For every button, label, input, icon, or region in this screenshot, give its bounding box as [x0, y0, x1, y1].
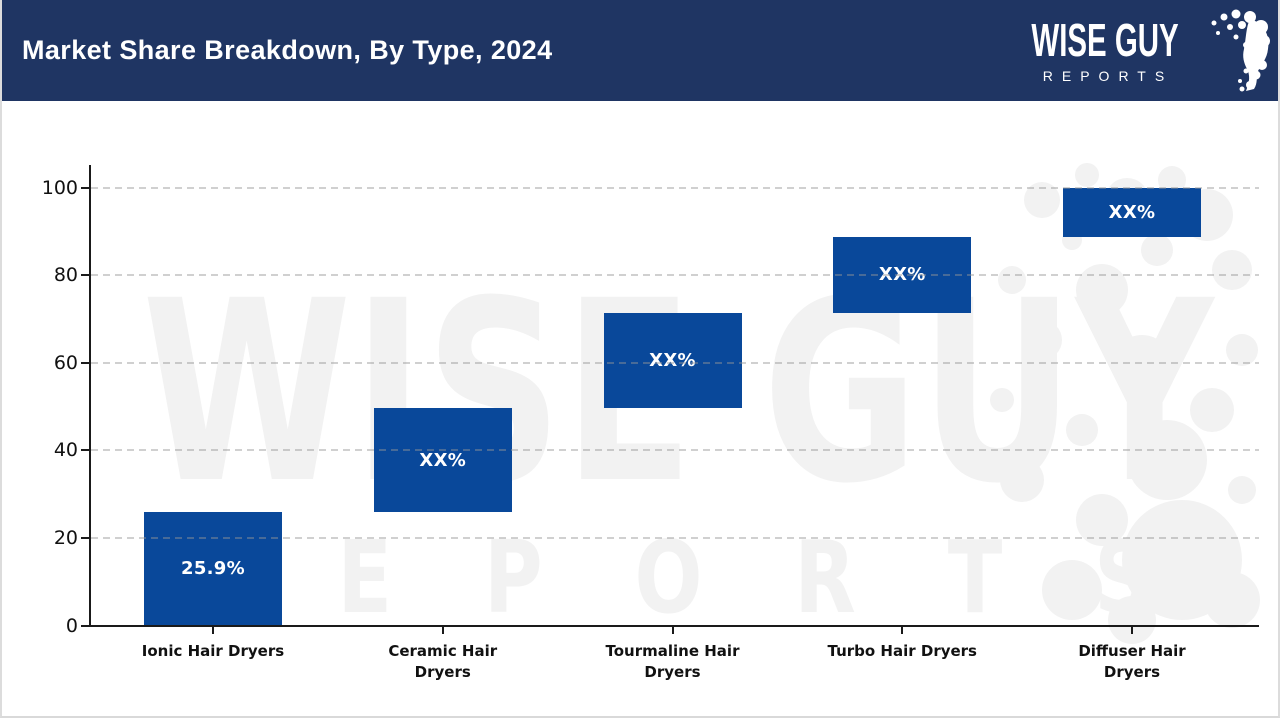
chart-title: Market Share Breakdown, By Type, 2024: [22, 35, 553, 65]
logo-subtitle: REPORTS: [1042, 68, 1174, 84]
bar: XX%: [373, 408, 512, 513]
wiseguy-logo: WISE GUY REPORTS: [990, 0, 1270, 101]
x-axis-tick: [1131, 627, 1133, 634]
x-axis-tick: [441, 627, 444, 634]
bar: XX%: [1063, 187, 1201, 237]
bar-value-label: XX%: [878, 264, 926, 286]
y-tick-label: 0: [65, 614, 78, 637]
bar: XX%: [833, 236, 972, 314]
y-tick-label: 60: [53, 351, 78, 374]
y-tick-label: 20: [53, 526, 78, 549]
bar-value-label: XX%: [1108, 201, 1156, 223]
grid-line: [91, 186, 1259, 189]
y-axis-tick: [81, 624, 89, 627]
y-axis-tick: [81, 274, 89, 277]
bar: XX%: [603, 313, 742, 409]
bar-value-label: 25.9%: [181, 558, 245, 580]
grid-line: [91, 274, 1259, 277]
logo-face-icon: [1211, 9, 1270, 91]
x-axis-tick: [671, 627, 674, 634]
bar: 25.9%: [144, 512, 282, 626]
x-category-label: Turbo Hair Dryers: [827, 642, 978, 660]
y-axis-tick: [81, 186, 89, 189]
y-axis-tick: [81, 536, 89, 539]
grid-line: [91, 449, 1259, 452]
grid-line: [91, 361, 1259, 364]
logo-wordmark: WISE GUY: [1031, 14, 1179, 66]
x-axis-tick: [212, 627, 214, 634]
y-tick-label: 80: [53, 264, 78, 287]
bar-value-label: XX%: [649, 350, 696, 371]
x-category-label: Tourmaline Hair Dryers: [605, 642, 740, 681]
watermark-subtitle: R E P O R T S: [184, 519, 1184, 636]
logo-text: WISE GUY REPORTS: [990, 17, 1220, 84]
x-axis-tick: [901, 627, 904, 634]
y-tick-label: 40: [53, 439, 78, 462]
x-category-label: Diffuser Hair Dryers: [1078, 642, 1186, 681]
x-category-label: Ceramic Hair Dryers: [388, 642, 498, 681]
bar-value-label: XX%: [419, 449, 467, 471]
y-axis-tick: [81, 361, 89, 364]
x-category-label: Ionic Hair Dryers: [141, 642, 285, 660]
y-axis-tick: [81, 449, 89, 452]
y-tick-label: 100: [41, 176, 78, 199]
y-axis-line: [89, 165, 91, 627]
header-bar: Market Share Breakdown, By Type, 2024 WI…: [2, 0, 1278, 101]
x-axis-line: [89, 625, 1259, 627]
grid-line: [91, 536, 1259, 539]
